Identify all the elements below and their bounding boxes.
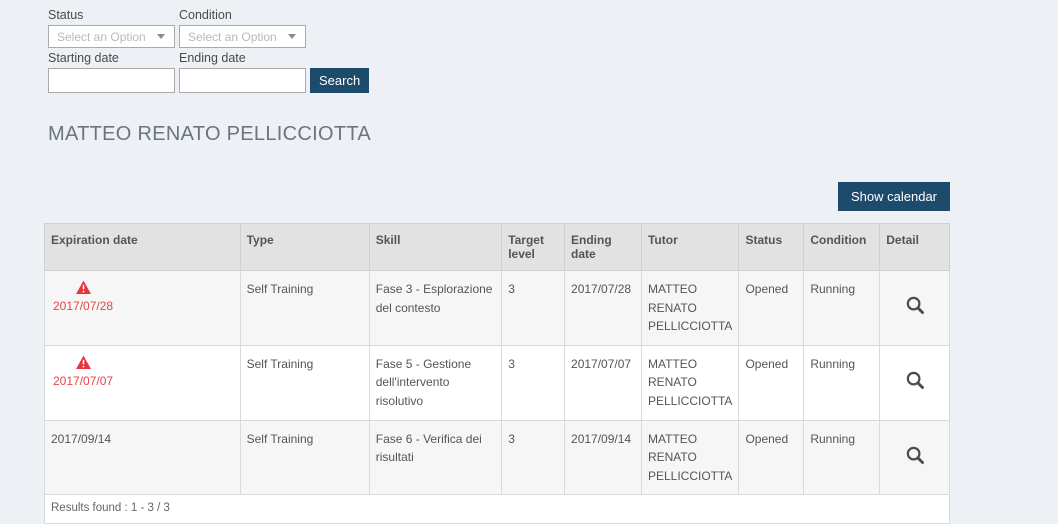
cell-type: Self Training (239, 419, 370, 496)
detail-button[interactable] (904, 294, 926, 316)
cell-tutor: MATTEO RENATO PELLICCIOTTA (640, 419, 740, 496)
expiration-date-text: 2017/07/28 (53, 299, 114, 313)
cell-expiration-date: 2017/09/14 (44, 419, 241, 496)
condition-select[interactable]: Select an Option (179, 25, 306, 48)
warning-triangle-icon (75, 355, 92, 370)
warning-triangle-icon (75, 280, 92, 295)
cell-target-level: 3 (501, 344, 566, 421)
cell-tutor: MATTEO RENATO PELLICCIOTTA (640, 344, 740, 421)
page-title: MATTEO RENATO PELLICCIOTTA (48, 123, 372, 145)
col-header-skill: Skill (368, 223, 503, 271)
results-count: Results found : 1 - 3 / 3 (44, 494, 950, 524)
cell-condition: Running (803, 270, 881, 346)
cell-status: Opened (738, 344, 805, 421)
filter-panel: Status Condition Select an Option Select… (48, 8, 370, 93)
expiration-date-text: 2017/09/14 (51, 431, 112, 446)
table-row: 2017/07/07 Self Training Fase 5 - Gestio… (44, 344, 950, 421)
cell-expiration-date: 2017/07/07 (44, 344, 241, 421)
magnifier-icon (904, 371, 926, 394)
table-row: 2017/07/28 Self Training Fase 3 - Esplor… (44, 270, 950, 346)
ending-date-label: Ending date (179, 51, 246, 65)
results-table: Expiration date Type Skill Target level … (44, 223, 950, 524)
cell-type: Self Training (239, 270, 370, 346)
expiration-date-text: 2017/07/07 (53, 373, 114, 388)
condition-select-placeholder: Select an Option (188, 29, 277, 44)
table-toolbar: Show calendar (44, 182, 950, 211)
detail-button[interactable] (904, 369, 926, 391)
col-header-condition: Condition (803, 223, 881, 271)
cell-ending-date: 2017/09/14 (564, 419, 642, 496)
col-header-target-level: Target level (501, 223, 566, 271)
chevron-down-icon (288, 34, 296, 39)
cell-tutor: MATTEO RENATO PELLICCIOTTA (640, 270, 740, 346)
cell-skill: Fase 5 - Gestione dell'intervento risolu… (368, 344, 503, 421)
chevron-down-icon (157, 34, 165, 39)
condition-label: Condition (179, 8, 232, 22)
cell-condition: Running (803, 419, 881, 496)
starting-date-input[interactable] (48, 68, 175, 93)
ending-date-input[interactable] (179, 68, 306, 93)
magnifier-icon (904, 446, 926, 469)
cell-target-level: 3 (501, 419, 566, 496)
table-footer-row: Results found : 1 - 3 / 3 (44, 494, 950, 524)
col-header-status: Status (738, 223, 805, 271)
show-calendar-button[interactable]: Show calendar (838, 182, 950, 211)
col-header-ending-date: Ending date (564, 223, 642, 271)
cell-expiration-date: 2017/07/28 (44, 270, 241, 346)
cell-condition: Running (803, 344, 881, 421)
cell-ending-date: 2017/07/28 (564, 270, 642, 346)
col-header-expiration-date: Expiration date (44, 223, 241, 271)
col-header-type: Type (239, 223, 370, 271)
status-select-placeholder: Select an Option (57, 29, 146, 44)
table-row: 2017/09/14 Self Training Fase 6 - Verifi… (44, 419, 950, 496)
cell-target-level: 3 (501, 270, 566, 346)
cell-status: Opened (738, 270, 805, 346)
cell-status: Opened (738, 419, 805, 496)
status-label: Status (48, 8, 84, 22)
search-button[interactable]: Search (310, 68, 370, 93)
table-header-row: Expiration date Type Skill Target level … (44, 223, 950, 271)
magnifier-icon (904, 296, 926, 319)
status-select[interactable]: Select an Option (48, 25, 175, 48)
col-header-detail: Detail (879, 223, 950, 271)
cell-skill: Fase 3 - Esplorazione del contesto (368, 270, 503, 346)
cell-ending-date: 2017/07/07 (564, 344, 642, 421)
starting-date-label: Starting date (48, 51, 119, 65)
cell-detail (879, 270, 950, 346)
cell-detail (879, 344, 950, 421)
cell-detail (879, 419, 950, 496)
col-header-tutor: Tutor (640, 223, 740, 271)
cell-skill: Fase 6 - Verifica dei risultati (368, 419, 503, 496)
cell-type: Self Training (239, 344, 370, 421)
detail-button[interactable] (904, 444, 926, 466)
